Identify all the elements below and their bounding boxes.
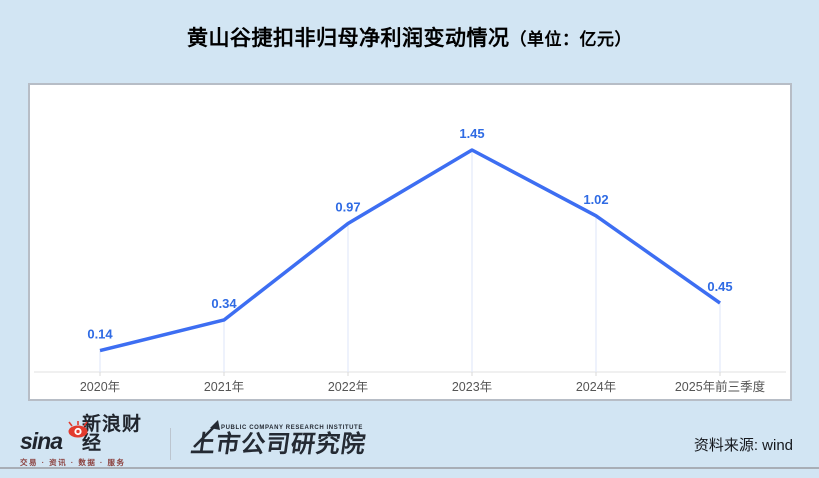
- category-label: 2020年: [80, 380, 120, 394]
- footer: sina 新浪财经 交易 · 资讯 · 数据 · 服务 PUBLIC COMPA: [20, 415, 799, 467]
- category-label: 2024年: [576, 380, 616, 394]
- category-label: 2023年: [452, 380, 492, 394]
- institute-name-cn: 上市公司研究院: [189, 431, 368, 458]
- category-label: 2025年前三季度: [675, 379, 766, 394]
- sina-eye-icon: [68, 421, 88, 438]
- title-unit: （单位：亿元）: [509, 30, 632, 49]
- series-line: [99, 148, 722, 353]
- data-source: 资料来源: wind: [693, 436, 793, 454]
- category-label: 2022年: [328, 380, 368, 394]
- institute-logo: PUBLIC COMPANY RESEARCH INSTITUTE 上市公司研究…: [181, 420, 368, 465]
- chart-panel: 2020年 2021年 2022年 2023年 2024年 2025年前三季度 0.14 0.…: [28, 83, 792, 401]
- data-label: 1.45: [459, 126, 484, 141]
- data-label: 1.02: [583, 192, 608, 207]
- institute-name-en: PUBLIC COMPANY RESEARCH INSTITUTE: [221, 425, 363, 431]
- bottom-divider: [0, 467, 819, 469]
- line-chart: 2020年 2021年 2022年 2023年 2024年 2025年前三季度 0.14 0.…: [34, 126, 786, 394]
- title-text: 黄山谷捷扣非归母净利润变动情况: [187, 27, 510, 50]
- data-label: 0.45: [707, 279, 732, 294]
- category-label: 2021年: [204, 380, 244, 394]
- sina-finance-logo: sina 新浪财经 交易 · 资讯 · 数据 · 服务: [20, 415, 152, 467]
- data-label: 0.14: [87, 327, 113, 342]
- sina-tagline: 交易 · 资讯 · 数据 · 服务: [20, 458, 126, 467]
- data-label: 0.34: [211, 296, 237, 311]
- page-title: 黄山谷捷扣非归母净利润变动情况（单位：亿元）: [0, 22, 819, 52]
- data-label: 0.97: [335, 199, 360, 214]
- logo-divider: [170, 428, 171, 460]
- arrow-icon: [193, 420, 220, 448]
- sina-brand-text: sina: [20, 428, 63, 454]
- sina-logo-row: sina 新浪财经: [20, 415, 152, 454]
- sina-finance-text: 新浪财经: [82, 414, 143, 454]
